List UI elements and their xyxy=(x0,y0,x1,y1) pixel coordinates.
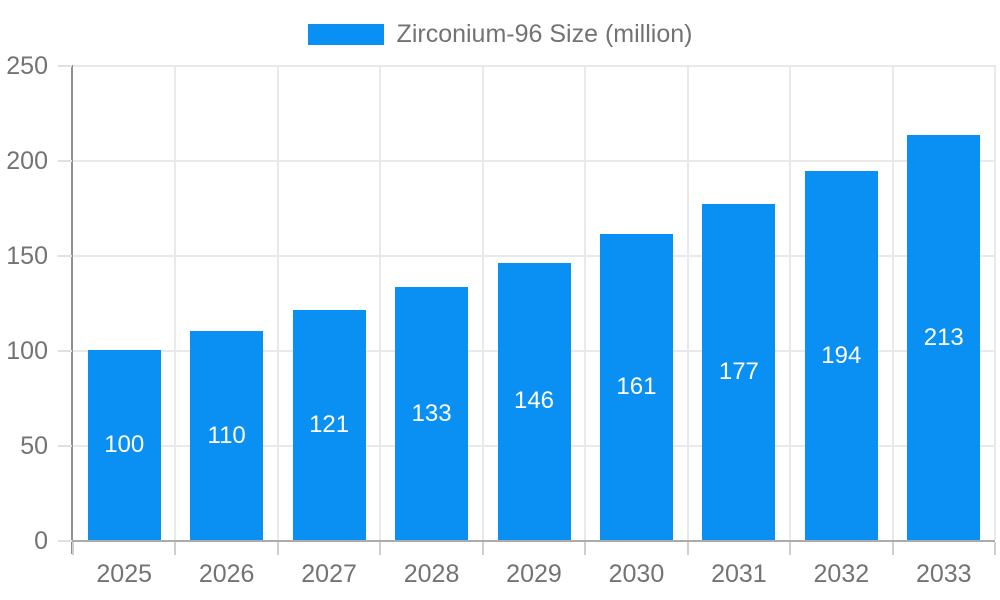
legend-label: Zirconium-96 Size (million) xyxy=(396,20,693,48)
x-axis-tick-label: 2028 xyxy=(403,560,460,588)
bar-value-label: 161 xyxy=(616,373,657,401)
x-axis-line xyxy=(60,540,995,542)
x-axis-tick xyxy=(481,542,484,555)
gridline-horizontal xyxy=(73,65,995,67)
bar-2029 xyxy=(497,262,571,540)
x-axis-tick-label: 2030 xyxy=(608,560,665,588)
bar-2025 xyxy=(87,350,161,540)
plot-area: 100 110 121 133 146 161 177 194 213 xyxy=(73,65,996,540)
x-axis-tick xyxy=(276,542,279,555)
x-axis-tick-label: 2029 xyxy=(506,560,562,588)
y-axis-tick-label: 150 xyxy=(6,242,48,270)
y-axis-tick-label: 250 xyxy=(6,52,48,80)
gridline-vertical xyxy=(891,65,894,540)
gridline-vertical xyxy=(174,65,177,540)
x-axis-tick-label: 2025 xyxy=(96,560,153,588)
gridline-vertical xyxy=(686,65,689,540)
gridline-horizontal xyxy=(73,255,995,257)
y-axis-tick-label: 0 xyxy=(34,527,48,555)
gridline-vertical xyxy=(789,65,792,540)
bar-2031 xyxy=(702,203,776,540)
x-axis-tick xyxy=(72,542,74,555)
bar-2026 xyxy=(190,331,264,540)
x-axis-tick-label: 2033 xyxy=(915,560,972,588)
bar-value-label: 133 xyxy=(411,399,452,427)
legend: Zirconium-96 Size (million) xyxy=(0,20,1000,49)
y-axis-tick-label: 200 xyxy=(6,147,48,175)
x-axis-tick xyxy=(891,542,894,555)
bar-value-label: 121 xyxy=(309,411,350,439)
x-axis-tick-label: 2032 xyxy=(813,560,870,588)
x-axis-tick-label: 2027 xyxy=(301,560,357,588)
bar-value-label: 213 xyxy=(923,323,964,351)
x-axis-tick xyxy=(174,542,177,555)
y-axis-tick xyxy=(58,350,72,352)
y-axis-tick xyxy=(58,65,72,67)
y-axis-tick xyxy=(58,160,72,162)
y-axis-tick xyxy=(58,445,72,447)
bar-2028 xyxy=(395,287,469,540)
gridline-vertical xyxy=(481,65,484,540)
bar-2030 xyxy=(599,234,673,540)
x-axis-tick xyxy=(584,542,587,555)
y-axis-tick xyxy=(58,540,72,542)
x-axis-tick-label: 2031 xyxy=(711,560,767,588)
legend-swatch-icon xyxy=(307,24,384,45)
x-axis-tick xyxy=(379,542,382,555)
bar-value-label: 177 xyxy=(718,357,759,385)
gridline-vertical xyxy=(994,65,996,540)
bar-value-label: 110 xyxy=(207,421,246,449)
y-axis-tick-label: 100 xyxy=(6,337,48,365)
gridline-vertical xyxy=(276,65,279,540)
bar-2032 xyxy=(804,171,878,540)
bar-value-label: 194 xyxy=(821,341,862,369)
bar-value-label: 100 xyxy=(104,431,145,458)
y-axis-line xyxy=(71,65,73,554)
x-axis-tick xyxy=(994,542,996,555)
x-axis-tick xyxy=(789,542,792,555)
bar-value-label: 146 xyxy=(513,387,555,415)
gridline-vertical xyxy=(584,65,587,540)
x-axis-tick xyxy=(686,542,689,555)
gridline-vertical xyxy=(379,65,382,540)
bar-2033 xyxy=(907,135,981,540)
gridline-horizontal xyxy=(73,160,995,162)
y-axis-tick-label: 50 xyxy=(20,432,48,460)
y-axis-tick xyxy=(58,255,72,257)
x-axis-tick-label: 2026 xyxy=(198,560,255,588)
bar-2027 xyxy=(292,310,366,540)
